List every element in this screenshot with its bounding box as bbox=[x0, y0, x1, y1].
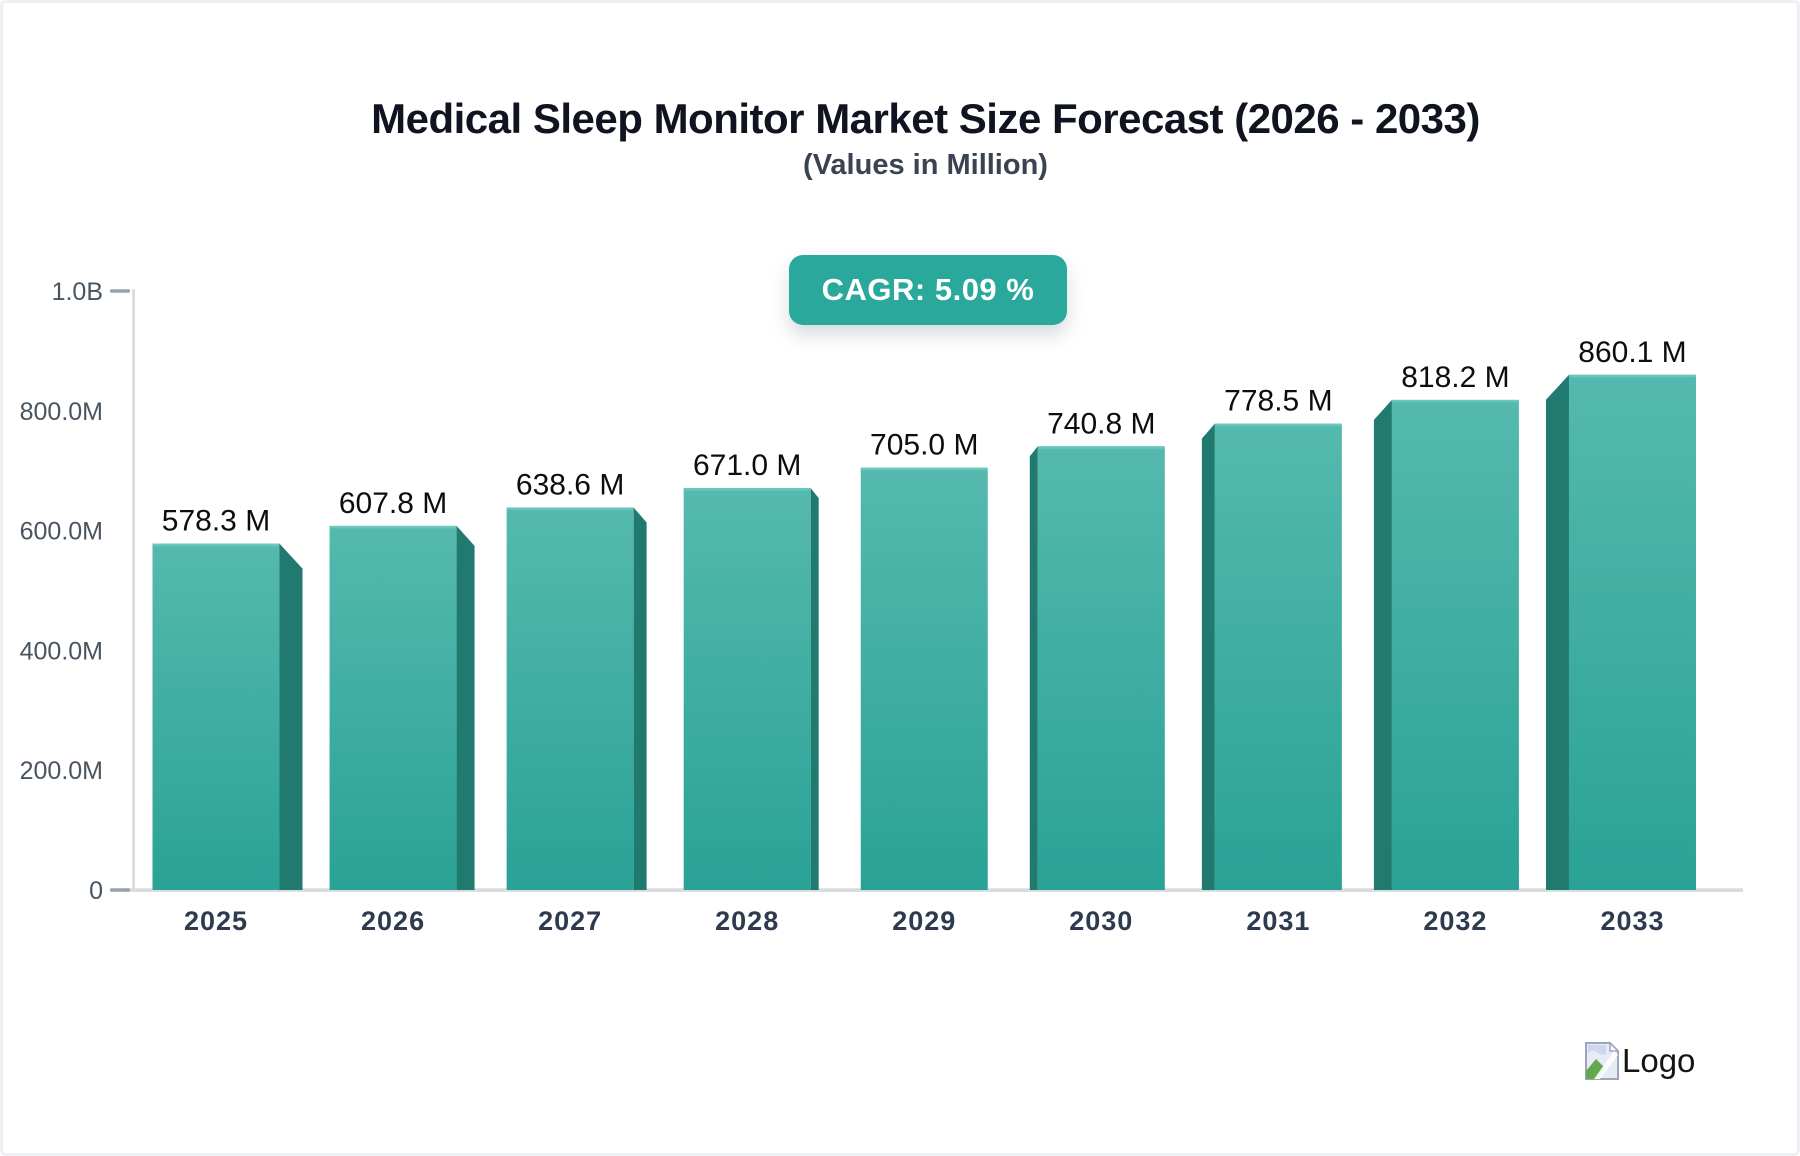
x-axis-line bbox=[123, 888, 1743, 892]
bar-front-face bbox=[1037, 446, 1165, 890]
x-category-label: 2029 bbox=[892, 906, 956, 936]
bar-2028: 671.0 M 2028 bbox=[683, 449, 819, 936]
bar-front-face bbox=[1391, 399, 1519, 890]
bar-front-face bbox=[1568, 374, 1696, 890]
bar-side-face bbox=[1373, 399, 1392, 890]
x-category-label: 2028 bbox=[715, 906, 779, 936]
x-category-label: 2027 bbox=[538, 906, 602, 936]
bar-value-label: 740.8 M bbox=[1047, 407, 1155, 440]
bar-front-face bbox=[683, 488, 811, 890]
bar-value-label: 818.2 M bbox=[1401, 361, 1509, 394]
bar-value-label: 778.5 M bbox=[1224, 385, 1332, 418]
chart-header: Medical Sleep Monitor Market Size Foreca… bbox=[48, 3, 1797, 182]
bar-front-face bbox=[1214, 423, 1342, 890]
bar-side-face bbox=[279, 543, 303, 890]
y-tick-label: 600.0M bbox=[20, 518, 103, 546]
bar-front-face bbox=[506, 507, 634, 890]
bar-side-face bbox=[1029, 446, 1038, 890]
chart-title: Medical Sleep Monitor Market Size Foreca… bbox=[371, 95, 1480, 142]
bar-value-label: 705.0 M bbox=[870, 429, 978, 462]
y-axis-line bbox=[132, 289, 135, 891]
logo-alt-text: Logo bbox=[1622, 1042, 1696, 1079]
bar-chart-plot: 0 200.0M 400.0M 600.0M 800.0M 1.0B 578.3 M 2025… bbox=[20, 278, 1743, 936]
bar-front-face bbox=[329, 525, 457, 890]
bar-side-face bbox=[633, 507, 647, 890]
bar-2030: 740.8 M 2030 bbox=[1029, 407, 1165, 936]
bar-side-face bbox=[810, 488, 819, 890]
y-tick-label: 400.0M bbox=[20, 637, 103, 665]
bar-2029: 705.0 M 2029 bbox=[860, 429, 988, 936]
x-category-label: 2033 bbox=[1600, 906, 1664, 936]
cagr-badge: CAGR: 5.09 % bbox=[789, 255, 1067, 325]
x-category-label: 2026 bbox=[361, 906, 425, 936]
bar-2032: 818.2 M 2032 bbox=[1373, 361, 1519, 936]
chart-subtitle: (Values in Million) bbox=[803, 149, 1048, 181]
bar-2031: 778.5 M 2031 bbox=[1201, 385, 1342, 936]
bar-front-face bbox=[860, 467, 988, 890]
x-category-label: 2030 bbox=[1069, 906, 1133, 936]
cagr-badge-label: CAGR: 5.09 % bbox=[821, 272, 1035, 307]
bar-2026: 607.8 M 2026 bbox=[329, 487, 475, 936]
y-tick-label: 200.0M bbox=[20, 757, 103, 785]
logo-broken-image-icon bbox=[1585, 1041, 1620, 1080]
bar-value-label: 671.0 M bbox=[693, 449, 801, 482]
y-tick-label: 800.0M bbox=[20, 398, 103, 426]
y-tick-label: 0 bbox=[89, 877, 103, 905]
bar-side-face bbox=[456, 525, 475, 890]
y-tick-label: 1.0B bbox=[52, 278, 103, 306]
x-category-label: 2025 bbox=[184, 906, 248, 936]
bar-value-label: 578.3 M bbox=[162, 505, 270, 538]
logo: Logo bbox=[1584, 1039, 1695, 1083]
bar-side-face bbox=[1545, 374, 1569, 890]
bar-value-label: 638.6 M bbox=[516, 468, 624, 501]
x-category-label: 2031 bbox=[1246, 906, 1310, 936]
bar-front-face bbox=[152, 543, 280, 890]
bar-side-face bbox=[1201, 423, 1215, 890]
x-category-label: 2032 bbox=[1423, 906, 1487, 936]
bar-value-label: 860.1 M bbox=[1578, 336, 1686, 369]
bar-2027: 638.6 M 2027 bbox=[506, 468, 647, 936]
bar-2025: 578.3 M 2025 bbox=[152, 505, 303, 936]
y-tick-dash bbox=[110, 888, 130, 892]
bar-2033: 860.1 M 2033 bbox=[1545, 336, 1696, 936]
bar-value-label: 607.8 M bbox=[339, 487, 447, 520]
y-tick-dash bbox=[110, 289, 130, 293]
